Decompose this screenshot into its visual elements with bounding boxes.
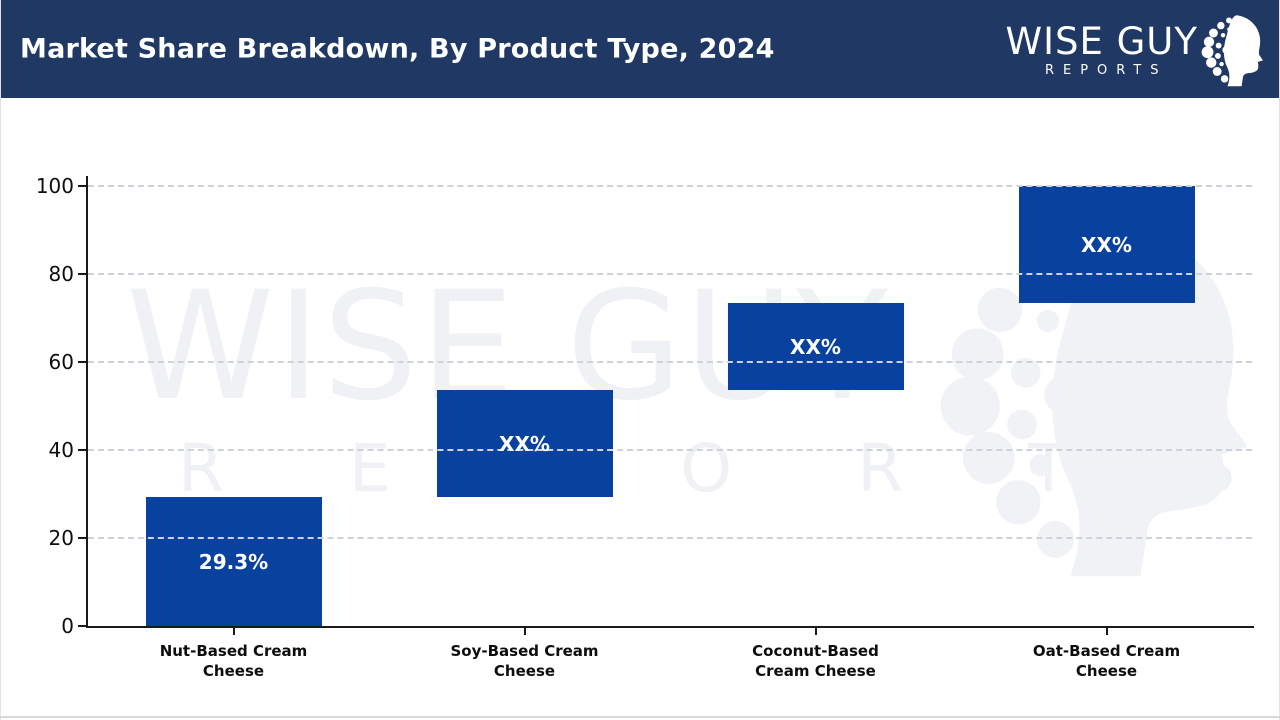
y-axis-tick-label: 100 [35, 174, 74, 198]
header-banner: Market Share Breakdown, By Product Type,… [0, 0, 1280, 98]
bar-segment [145, 497, 322, 626]
gridline [88, 361, 1252, 363]
y-axis-tick [78, 273, 86, 275]
y-axis-tick-label: 40 [48, 438, 74, 462]
x-axis-category-label: Coconut-Based Cream Cheese [752, 642, 879, 680]
gridline [88, 537, 1252, 539]
y-axis-tick [78, 185, 86, 187]
y-axis-tick-label: 0 [61, 614, 74, 638]
bottom-divider [0, 716, 1280, 718]
x-axis-tick [814, 628, 817, 635]
x-axis-category-label: Soy-Based Cream Cheese [450, 642, 599, 680]
y-axis-tick [78, 625, 86, 627]
bar-value-label: XX% [499, 431, 550, 456]
x-axis-category-label: Nut-Based Cream Cheese [159, 642, 308, 680]
logo-subtitle: REPORTS [1044, 63, 1168, 78]
page-title: Market Share Breakdown, By Product Type,… [20, 33, 775, 65]
dotted-face-icon [1201, 15, 1264, 87]
logo-wordmark: WISE GUY [1005, 20, 1198, 63]
x-axis-tick [1105, 628, 1108, 635]
gridline [88, 185, 1252, 187]
y-axis-tick-label: 60 [48, 350, 74, 374]
gridline [88, 273, 1252, 275]
y-axis-tick-label: 80 [48, 262, 74, 286]
logo-text: WISE GUY REPORTS [1005, 20, 1198, 79]
bar-segment [727, 303, 904, 391]
bar-segment [1018, 186, 1195, 304]
x-axis-tick [523, 628, 526, 635]
bar-value-label: XX% [1081, 232, 1132, 257]
x-axis-line [86, 626, 1254, 628]
wise-guy-reports-logo: WISE GUY REPORTS [1006, 8, 1266, 92]
bar-value-label: 29.3% [198, 549, 269, 574]
y-axis-tick [78, 537, 86, 539]
x-axis-tick [232, 628, 235, 635]
y-axis-line [86, 176, 88, 628]
y-axis-tick [78, 361, 86, 363]
y-axis-tick [78, 449, 86, 451]
bar-segment [436, 390, 613, 498]
x-axis-category-label: Oat-Based Cream Cheese [1032, 642, 1181, 680]
y-axis-tick-label: 20 [48, 526, 74, 550]
gridline [88, 449, 1252, 451]
bar-value-label: XX% [790, 334, 841, 359]
